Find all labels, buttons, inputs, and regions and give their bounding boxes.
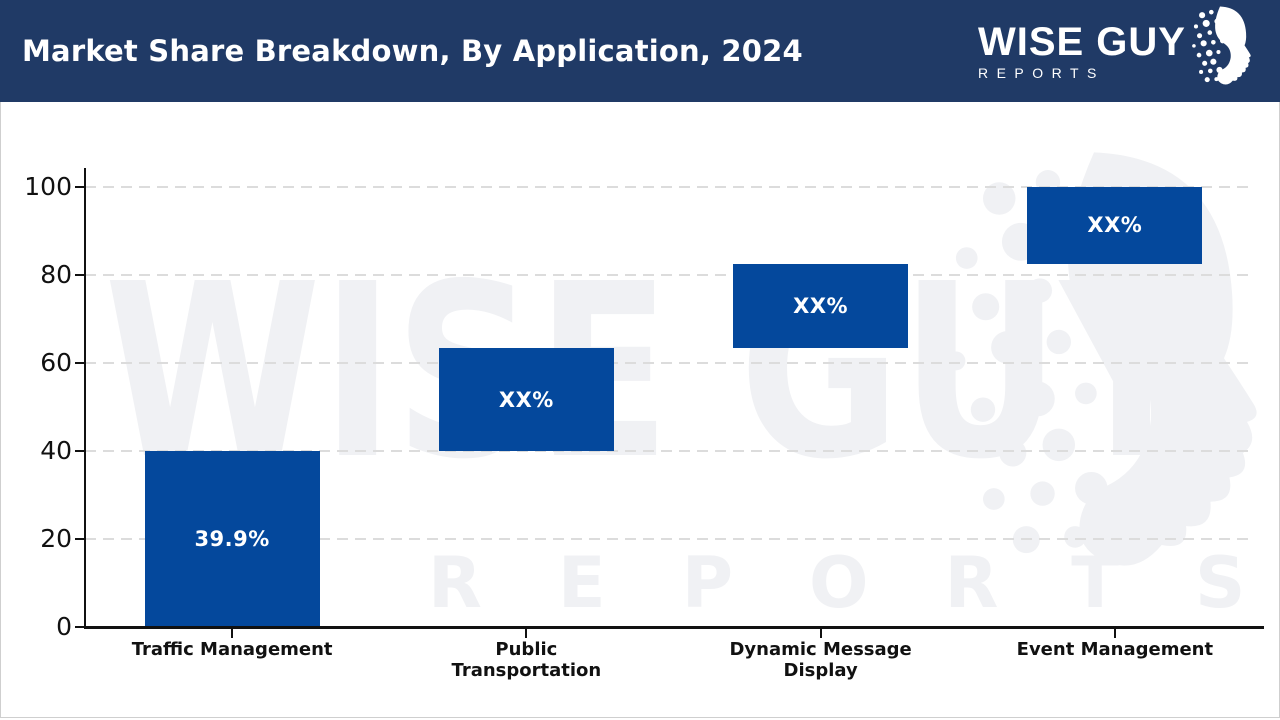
x-tick-mark: [231, 629, 234, 638]
bar-value-label: XX%: [793, 294, 849, 318]
gridline-y-100: [85, 186, 1254, 188]
y-tick-label: 100: [24, 172, 72, 201]
bar-2: XX%: [438, 348, 614, 452]
bar-value-label: 39.9%: [194, 527, 270, 552]
bar-value-label: XX%: [498, 387, 554, 412]
brand-wordmark: WISE GUY: [977, 19, 1186, 64]
y-tick-label: 80: [40, 260, 72, 289]
y-tick-mark: [75, 538, 84, 540]
x-axis-spine: [84, 626, 1264, 629]
gridline-y-20: [85, 538, 1254, 540]
y-tick-label: 60: [40, 348, 72, 377]
bar-1: 39.9%: [144, 451, 320, 627]
x-category-label-line: Traffic Management: [131, 639, 333, 660]
x-tick-mark: [525, 629, 528, 638]
y-axis-spine: [84, 168, 86, 628]
y-tick-mark: [75, 186, 84, 188]
x-category-label-line: Transportation: [451, 660, 602, 682]
y-tick-mark: [75, 626, 84, 628]
x-tick-mark: [1113, 629, 1116, 638]
brand-reports: REPORTS: [977, 64, 1105, 81]
x-category-label: Traffic Management: [82, 639, 382, 660]
y-tick-mark: [75, 450, 84, 452]
y-tick-mark: [75, 362, 84, 364]
page-title: Market Share Breakdown, By Application, …: [22, 34, 803, 68]
x-category-label-line: Dynamic Message: [729, 639, 912, 660]
x-category-label-line: Display: [783, 660, 858, 682]
brand-logo: WISE GUY REPORTS: [978, 5, 1266, 97]
y-tick-mark: [75, 274, 84, 276]
bar-4: XX%: [1027, 187, 1203, 264]
gridline-y-80: [85, 274, 1254, 276]
gridline-y-40: [85, 450, 1254, 452]
gridline-y-60: [85, 362, 1254, 364]
header-bar: Market Share Breakdown, By Application, …: [0, 0, 1280, 102]
bar-3: XX%: [733, 263, 909, 349]
y-tick-label: 0: [56, 612, 72, 641]
x-category-label: Dynamic Message Display: [671, 639, 971, 681]
x-category-label-line: Public: [495, 639, 558, 660]
brand-head-icon: [1192, 6, 1251, 85]
x-tick-mark: [819, 629, 822, 638]
bar-value-label: XX%: [1087, 213, 1143, 238]
y-tick-label: 40: [40, 436, 72, 465]
x-category-label: Public Transportation: [376, 639, 676, 681]
x-category-label: Event Management: [965, 639, 1265, 660]
y-tick-label: 20: [40, 524, 72, 553]
x-category-label-line: Event Management: [1016, 639, 1214, 660]
